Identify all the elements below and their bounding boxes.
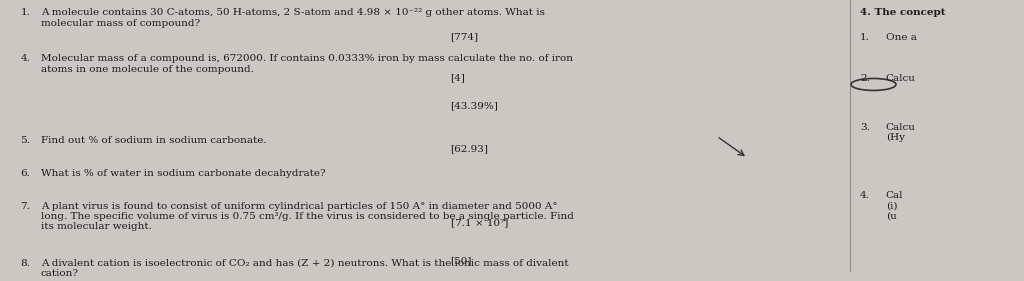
Text: [774]: [774] (451, 33, 478, 42)
Text: Calcu
(Hy: Calcu (Hy (886, 123, 915, 142)
Text: 1.: 1. (20, 8, 31, 17)
Text: Molecular mass of a compound is, 672000. If contains 0.0333% iron by mass calcul: Molecular mass of a compound is, 672000.… (41, 55, 573, 74)
Text: 1.: 1. (860, 33, 870, 42)
Text: [4]: [4] (451, 74, 466, 83)
Text: 4. The concept: 4. The concept (860, 8, 945, 17)
Text: [62.93]: [62.93] (451, 144, 488, 153)
Text: Cal
(i)
(u: Cal (i) (u (886, 191, 903, 221)
Text: What is % of water in sodium carbonate decahydrate?: What is % of water in sodium carbonate d… (41, 169, 326, 178)
Text: 3.: 3. (860, 123, 870, 132)
Text: [7.1 × 10⁷]: [7.1 × 10⁷] (451, 218, 508, 227)
Text: One a: One a (886, 33, 916, 42)
Text: 4.: 4. (20, 55, 31, 64)
Text: A molecule contains 30 C-atoms, 50 H-atoms, 2 S-atom and 4.98 × 10⁻²² g other at: A molecule contains 30 C-atoms, 50 H-ato… (41, 8, 545, 28)
Text: 4.: 4. (860, 191, 870, 200)
Text: A plant virus is found to consist of uniform cylindrical particles of 150 A° in : A plant virus is found to consist of uni… (41, 201, 573, 231)
Text: [50]: [50] (451, 256, 472, 265)
Text: [43.39%]: [43.39%] (451, 101, 499, 110)
Text: 5.: 5. (20, 136, 31, 145)
Text: Find out % of sodium in sodium carbonate.: Find out % of sodium in sodium carbonate… (41, 136, 266, 145)
Text: 7.: 7. (20, 201, 31, 210)
Text: 2.: 2. (860, 74, 870, 83)
Text: 8.: 8. (20, 259, 31, 268)
Text: Calcu: Calcu (886, 74, 915, 83)
Text: 6.: 6. (20, 169, 31, 178)
Text: A divalent cation is isoelectronic of CO₂ and has (Z + 2) neutrons. What is the : A divalent cation is isoelectronic of CO… (41, 259, 568, 278)
